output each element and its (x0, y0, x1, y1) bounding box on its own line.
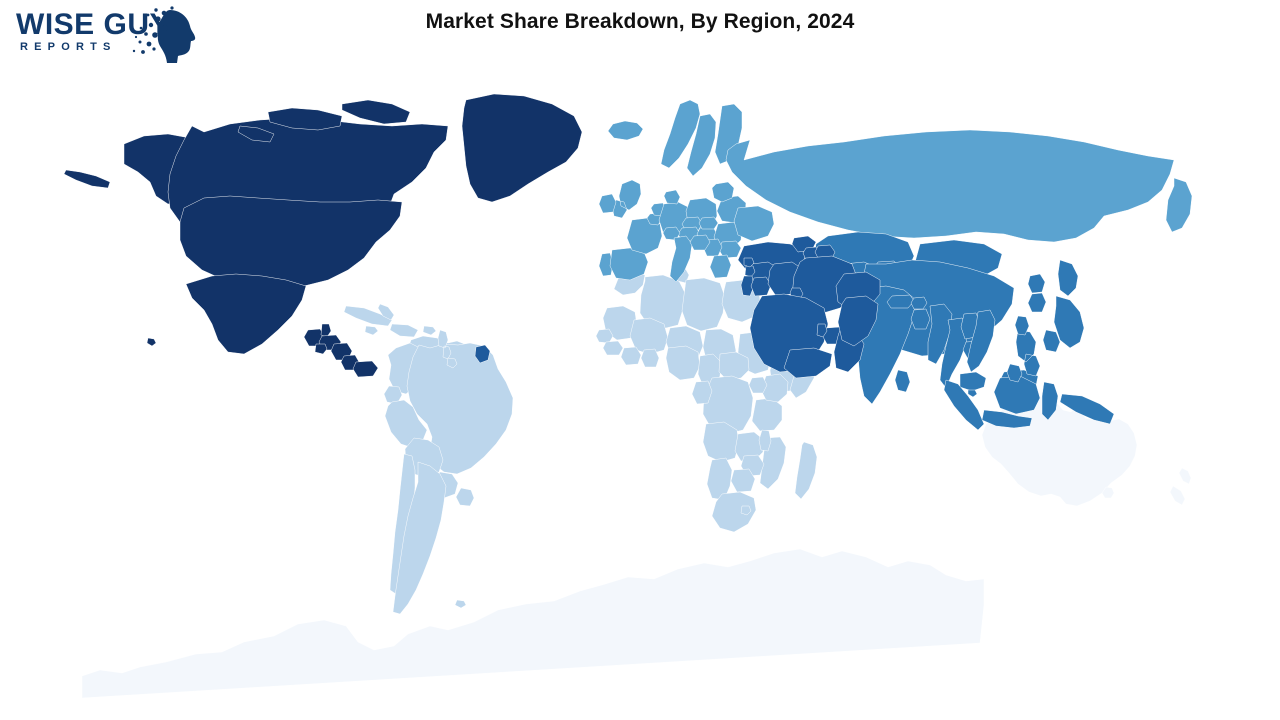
country-indonesia-sumatra (944, 380, 984, 430)
country-north-korea (1028, 274, 1045, 293)
country-ukraine (734, 206, 774, 241)
country-nigeria (666, 346, 700, 380)
country-indonesia-sulawesi (1042, 382, 1058, 420)
country-ghana (641, 349, 659, 367)
country-guinea (603, 341, 623, 355)
country-tasmania (1102, 487, 1114, 498)
country-gabon (692, 381, 712, 404)
region-caribbean[interactable] (344, 304, 457, 368)
country-qatar (817, 324, 827, 337)
country-ivory-coast (621, 347, 641, 365)
country-french-guiana (475, 345, 490, 363)
logo-wordmark: WISE GUY (16, 8, 171, 41)
country-indonesia-java (982, 410, 1032, 428)
country-jamaica (365, 326, 378, 335)
country-south-korea (1028, 293, 1046, 312)
chart-title: Market Share Breakdown, By Region, 2024 (425, 10, 855, 33)
country-croatia (690, 235, 710, 250)
region-oceania[interactable] (82, 389, 1191, 698)
country-italy (670, 236, 692, 282)
country-taiwan (1015, 316, 1029, 335)
country-jordan (751, 277, 771, 296)
country-greenland (462, 94, 582, 202)
world-choropleth-map (0, 48, 1280, 720)
country-kamchatka (1166, 178, 1192, 232)
country-pakistan (838, 296, 878, 346)
country-indonesia-borneo (994, 376, 1040, 414)
country-cuba-na (147, 338, 156, 346)
brand-logo[interactable]: WISE GUY REPORTS (12, 6, 202, 64)
country-uk (612, 180, 641, 218)
country-uruguay (456, 488, 474, 506)
country-bangladesh (911, 309, 930, 329)
aleutian-islands (64, 170, 110, 188)
country-portugal (599, 253, 613, 276)
country-madagascar (795, 442, 817, 499)
country-mexico (186, 274, 306, 354)
country-papua-new-guinea (1060, 394, 1114, 424)
country-iceland (608, 121, 643, 140)
country-baltic (712, 182, 734, 202)
country-united-states (180, 196, 402, 288)
country-puerto-rico (423, 326, 436, 335)
country-greece (710, 255, 731, 278)
country-myanmar (928, 304, 952, 364)
country-russia (726, 130, 1174, 242)
country-slovakia (699, 217, 718, 229)
country-cyprus (744, 258, 754, 267)
country-vietnam (967, 310, 995, 372)
country-new-zealand (1170, 468, 1191, 505)
region-south-america-africa[interactable] (384, 268, 817, 614)
country-yemen (784, 348, 832, 378)
country-singapore (968, 390, 977, 397)
country-japan (1043, 260, 1084, 352)
country-uganda (749, 377, 767, 393)
country-car (719, 352, 749, 380)
country-angola (703, 422, 739, 462)
region-middle-east[interactable] (475, 236, 880, 378)
region-north-america[interactable] (64, 94, 582, 377)
country-denmark (664, 190, 680, 204)
country-nepal (887, 295, 914, 308)
country-el-salvador (315, 344, 327, 354)
country-south-africa (712, 492, 756, 532)
country-falklands (455, 600, 466, 608)
country-israel (741, 276, 754, 296)
country-panama (353, 361, 378, 377)
country-lebanon (745, 266, 755, 277)
country-malawi (759, 430, 771, 451)
country-senegal (596, 329, 613, 343)
country-dr-congo (703, 376, 753, 434)
country-norway (661, 100, 700, 168)
country-cuba (344, 306, 392, 326)
country-libya (682, 278, 725, 331)
canadian-arctic-islands (238, 100, 410, 142)
head-profile-network-icon (132, 6, 196, 63)
continent-antarctica (82, 549, 984, 698)
logo-subtitle: REPORTS (20, 41, 117, 53)
country-ireland (599, 194, 616, 213)
country-sweden (687, 114, 716, 176)
country-botswana (731, 469, 755, 492)
country-bahamas (378, 304, 394, 320)
country-bhutan (911, 297, 927, 309)
country-zambia (735, 432, 764, 461)
country-tanzania (752, 398, 782, 431)
country-sri-lanka (895, 370, 910, 392)
country-argentina (393, 462, 446, 614)
country-philippines (1007, 330, 1040, 382)
region-europe[interactable] (599, 100, 1192, 282)
lesser-antilles (438, 330, 451, 359)
country-haiti-dominican (390, 324, 418, 337)
country-trinidad (447, 358, 457, 368)
country-belize (321, 324, 331, 337)
country-lesotho (741, 506, 751, 515)
world-map-container (0, 48, 1280, 720)
country-mali (630, 318, 668, 354)
